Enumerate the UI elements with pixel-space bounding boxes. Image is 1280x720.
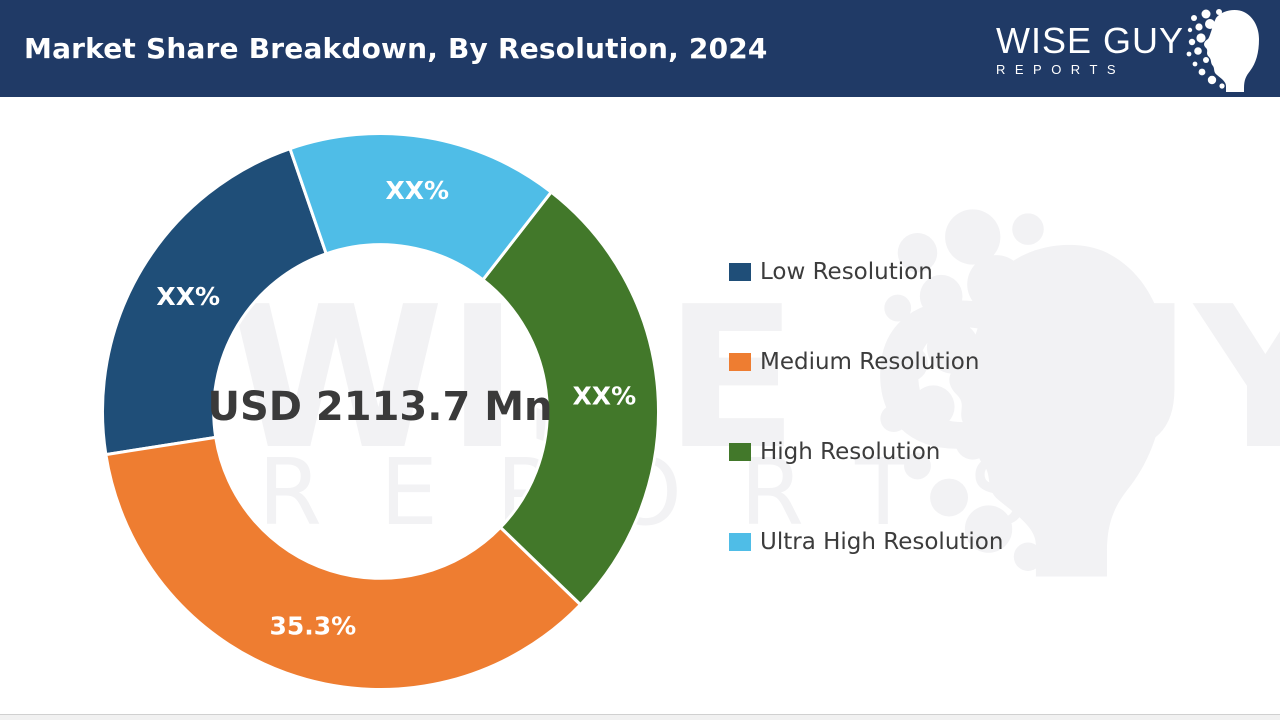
donut-segment-low-resolution — [101, 147, 328, 457]
legend-swatch — [729, 443, 751, 461]
legend-swatch — [729, 263, 751, 281]
chart-canvas: WISE GUY REPORTS XX% 35.3% XX% XX% USD 2113… — [0, 97, 1280, 714]
logo-text: WISE GUY REPORTS — [996, 22, 1184, 78]
chart-center-total: USD 2113.7 Mn — [207, 384, 553, 430]
segment-label: 35.3% — [270, 611, 357, 640]
donut-segment-high-resolution — [481, 190, 660, 607]
footer-strip — [0, 714, 1280, 720]
logo-subtitle: REPORTS — [995, 62, 1126, 77]
logo-face-icon — [1186, 9, 1259, 92]
chart-legend: Low Resolution Medium Resolution High Reso… — [729, 258, 1003, 556]
legend-label: Medium Resolution — [760, 349, 980, 375]
legend-item-medium-resolution: Medium Resolution — [729, 348, 1003, 376]
donut-segment-ultra-high-resolution — [288, 132, 553, 282]
header-bar: Market Share Breakdown, By Resolution, 2… — [0, 0, 1280, 97]
donut-chart: XX% 35.3% XX% XX% — [101, 132, 660, 691]
legend-swatch — [729, 533, 751, 551]
legend-item-ultra-high-resolution: Ultra High Resolution — [729, 528, 1003, 556]
logo-wordmark: WISE GUY — [995, 20, 1184, 61]
legend-item-low-resolution: Low Resolution — [729, 258, 1003, 286]
watermark-face-icon — [880, 209, 1167, 577]
segment-label: XX% — [386, 176, 450, 205]
legend-item-high-resolution: High Resolution — [729, 438, 1003, 466]
page-title: Market Share Breakdown, By Resolution, 2… — [24, 32, 768, 65]
legend-label: Ultra High Resolution — [760, 529, 1004, 555]
legend-label: Low Resolution — [760, 259, 933, 285]
wise-guy-reports-logo: WISE GUY REPORTS — [996, 6, 1262, 94]
segment-label: XX% — [573, 382, 637, 411]
donut-segment-medium-resolution — [104, 435, 582, 691]
segment-label: XX% — [156, 282, 220, 311]
legend-swatch — [729, 353, 751, 371]
legend-label: High Resolution — [760, 439, 941, 465]
